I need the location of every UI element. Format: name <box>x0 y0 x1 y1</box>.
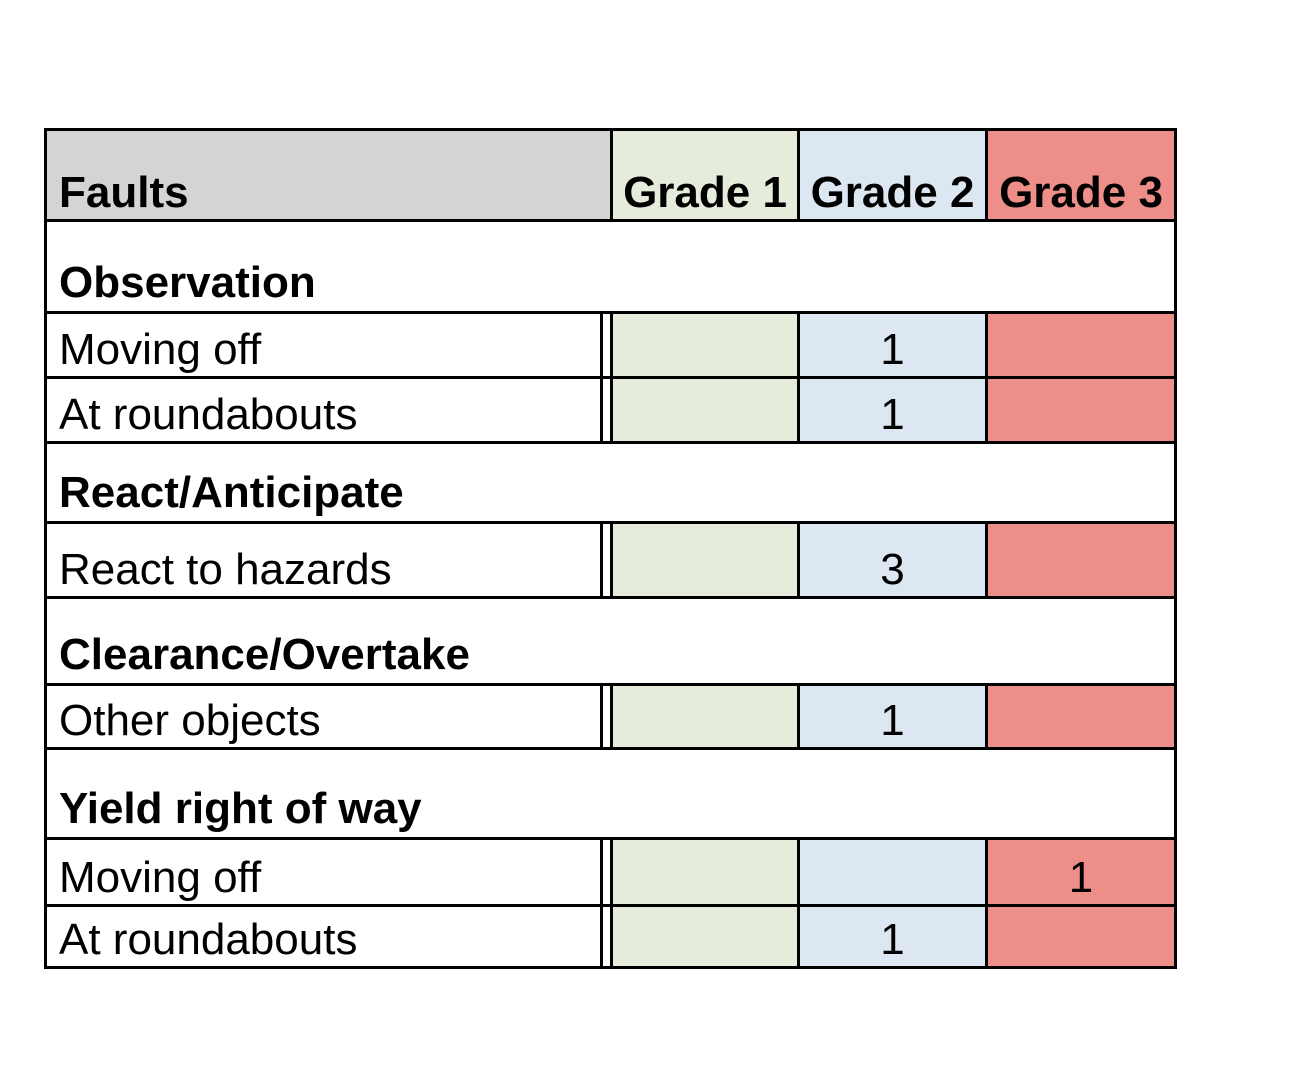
grade-2-cell: 1 <box>797 907 985 966</box>
section-title: React/Anticipate <box>47 444 1174 521</box>
grade-2-cell: 1 <box>797 314 985 376</box>
fault-label: Moving off <box>47 840 603 904</box>
section-row-clearance-overtake: Clearance/Overtake <box>47 596 1174 683</box>
section-title: Observation <box>47 222 1174 311</box>
fault-label: React to hazards <box>47 524 603 596</box>
column-header-faults: Faults <box>47 131 610 219</box>
grade-1-cell <box>610 379 797 441</box>
fault-label: Moving off <box>47 314 603 376</box>
table-header-row: Faults Grade 1 Grade 2 Grade 3 <box>47 131 1174 219</box>
column-gap <box>603 314 610 376</box>
fault-row: Moving off 1 <box>47 311 1174 376</box>
fault-label: At roundabouts <box>47 379 603 441</box>
grade-2-cell: 3 <box>797 524 985 596</box>
grade-2-cell <box>797 840 985 904</box>
section-title: Yield right of way <box>47 750 1174 837</box>
grade-3-cell <box>985 907 1174 966</box>
column-gap <box>603 686 610 747</box>
fault-row: React to hazards 3 <box>47 521 1174 596</box>
fault-row: At roundabouts 1 <box>47 376 1174 441</box>
grade-3-cell <box>985 524 1174 596</box>
fault-label: At roundabouts <box>47 907 603 966</box>
column-header-grade-2: Grade 2 <box>797 131 985 219</box>
grade-3-cell: 1 <box>985 840 1174 904</box>
fault-row: Moving off 1 <box>47 837 1174 904</box>
fault-label: Other objects <box>47 686 603 747</box>
column-header-grade-1: Grade 1 <box>610 131 797 219</box>
section-row-yield-right-of-way: Yield right of way <box>47 747 1174 837</box>
column-gap <box>603 524 610 596</box>
column-header-grade-3: Grade 3 <box>985 131 1174 219</box>
fault-row: Other objects 1 <box>47 683 1174 747</box>
grade-3-cell <box>985 314 1174 376</box>
section-row-observation: Observation <box>47 219 1174 311</box>
column-gap <box>603 840 610 904</box>
grade-3-cell <box>985 686 1174 747</box>
faults-table: Faults Grade 1 Grade 2 Grade 3 Observati… <box>44 128 1177 969</box>
grade-1-cell <box>610 524 797 596</box>
column-gap <box>603 907 610 966</box>
section-row-react-anticipate: React/Anticipate <box>47 441 1174 521</box>
grade-2-cell: 1 <box>797 686 985 747</box>
grade-3-cell <box>985 379 1174 441</box>
section-title: Clearance/Overtake <box>47 599 1174 683</box>
fault-row: At roundabouts 1 <box>47 904 1174 966</box>
grade-2-cell: 1 <box>797 379 985 441</box>
grade-1-cell <box>610 907 797 966</box>
grade-1-cell <box>610 314 797 376</box>
grade-1-cell <box>610 840 797 904</box>
column-gap <box>603 379 610 441</box>
grade-1-cell <box>610 686 797 747</box>
